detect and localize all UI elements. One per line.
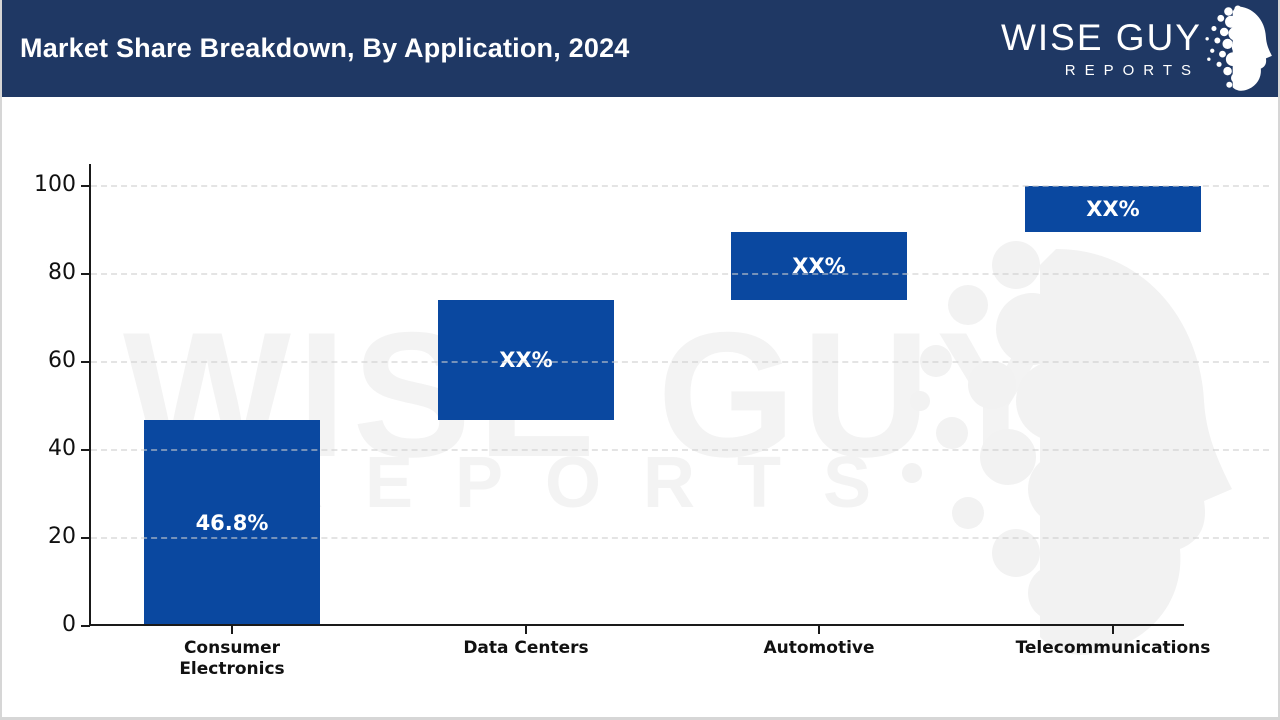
y-tick-label: 40 xyxy=(48,436,76,461)
x-tick-mark xyxy=(525,626,527,634)
y-axis-line xyxy=(89,164,91,626)
y-tick-mark xyxy=(81,185,90,187)
y-tick-mark xyxy=(81,361,90,363)
x-tick-mark xyxy=(1112,626,1114,634)
page-title: Market Share Breakdown, By Application, … xyxy=(20,33,630,63)
bar-telecommunications: XX% xyxy=(1025,186,1201,233)
y-tick-label: 100 xyxy=(34,172,76,197)
y-tick-mark xyxy=(81,449,90,451)
bar-consumer-electronics: 46.8% xyxy=(144,420,320,626)
header: Market Share Breakdown, By Application, … xyxy=(2,0,1278,97)
y-tick-label: 20 xyxy=(48,524,76,549)
y-tick-label: 0 xyxy=(62,612,76,637)
gridline xyxy=(91,273,1269,275)
category-label: Automotive xyxy=(763,638,875,658)
x-axis-line xyxy=(89,624,1184,626)
category-label: Data Centers xyxy=(463,638,589,658)
logo-wordmark: WISE GUY xyxy=(1000,16,1202,58)
watermark-head-icon xyxy=(902,241,1232,655)
y-tick-label: 80 xyxy=(48,260,76,285)
logo-subtext: REPORTS xyxy=(1064,61,1200,79)
bar-data-centers: XX% xyxy=(438,299,614,421)
y-tick-label: 60 xyxy=(48,348,76,373)
y-tick-mark xyxy=(81,273,90,275)
head-profile-icon xyxy=(1205,5,1272,91)
watermark-text: REPORTS xyxy=(270,443,914,523)
gridline xyxy=(91,537,1269,539)
plot-area: WISE GUY REPORTS 0 20 40 60 80 100 46.8% XX% XX… xyxy=(2,97,1278,717)
wiseguy-logo: WISE GUY REPORTS xyxy=(1001,3,1274,95)
gridline xyxy=(91,449,1269,451)
x-tick-mark xyxy=(231,626,233,634)
category-label: Consumer Electronics xyxy=(179,638,285,680)
gridline xyxy=(91,361,1269,363)
y-tick-mark xyxy=(81,537,90,539)
bar-value-label: XX% xyxy=(499,348,553,372)
bar-value-label: 46.8% xyxy=(195,511,269,536)
x-tick-mark xyxy=(818,626,820,634)
bar-value-label: XX% xyxy=(1086,197,1140,222)
y-tick-mark xyxy=(81,625,90,627)
gridline xyxy=(91,185,1269,187)
category-label: Telecommunications xyxy=(1015,638,1211,658)
bar-automotive: XX% xyxy=(731,232,907,300)
